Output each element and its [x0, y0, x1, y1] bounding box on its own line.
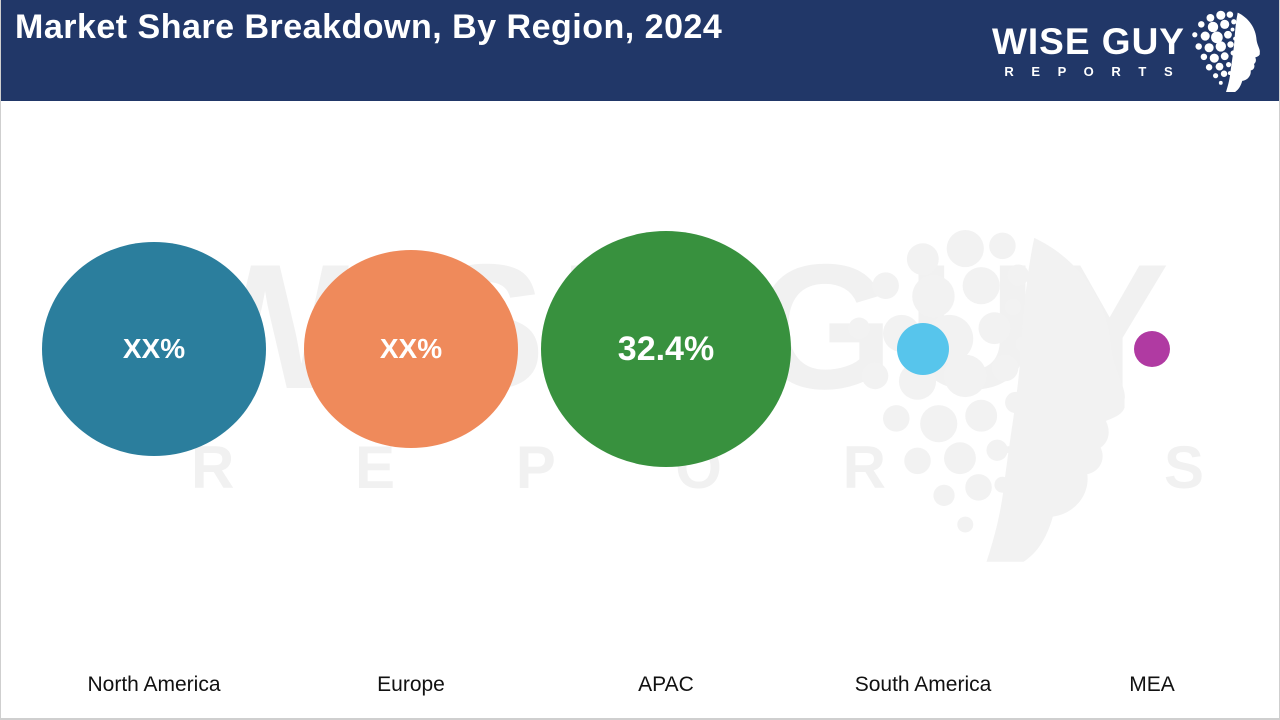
logo-text: WISE GUY R E P O R T S — [992, 23, 1185, 79]
category-label-south-america: South America — [854, 673, 992, 696]
logo-head-icon — [1187, 8, 1265, 94]
bubble-value-label: XX% — [379, 333, 443, 364]
page-title: Market Share Breakdown, By Region, 2024 — [15, 8, 723, 46]
logo-name: WISE GUY — [991, 21, 1185, 62]
bubble-value-label: 32.4% — [617, 329, 715, 368]
header-bar: Market Share Breakdown, By Region, 2024 … — [1, 0, 1279, 101]
bubble-mea — [1134, 331, 1170, 367]
bubble-south-america — [897, 323, 949, 375]
wise-guy-logo: WISE GUY R E P O R T S — [992, 6, 1265, 96]
category-label-mea: MEA — [1129, 673, 1175, 696]
logo-subtitle: R E P O R T S — [1004, 64, 1180, 79]
bubble-north-america: XX% — [42, 242, 266, 456]
bubble-value-label: XX% — [122, 333, 186, 364]
watermark-head-icon — [799, 222, 1174, 567]
category-label-europe: Europe — [377, 673, 445, 696]
category-label-apac: APAC — [638, 673, 694, 696]
category-label-north-america: North America — [87, 673, 221, 696]
bubble-apac: 32.4% — [541, 231, 791, 467]
bubble-europe: XX% — [304, 250, 518, 448]
